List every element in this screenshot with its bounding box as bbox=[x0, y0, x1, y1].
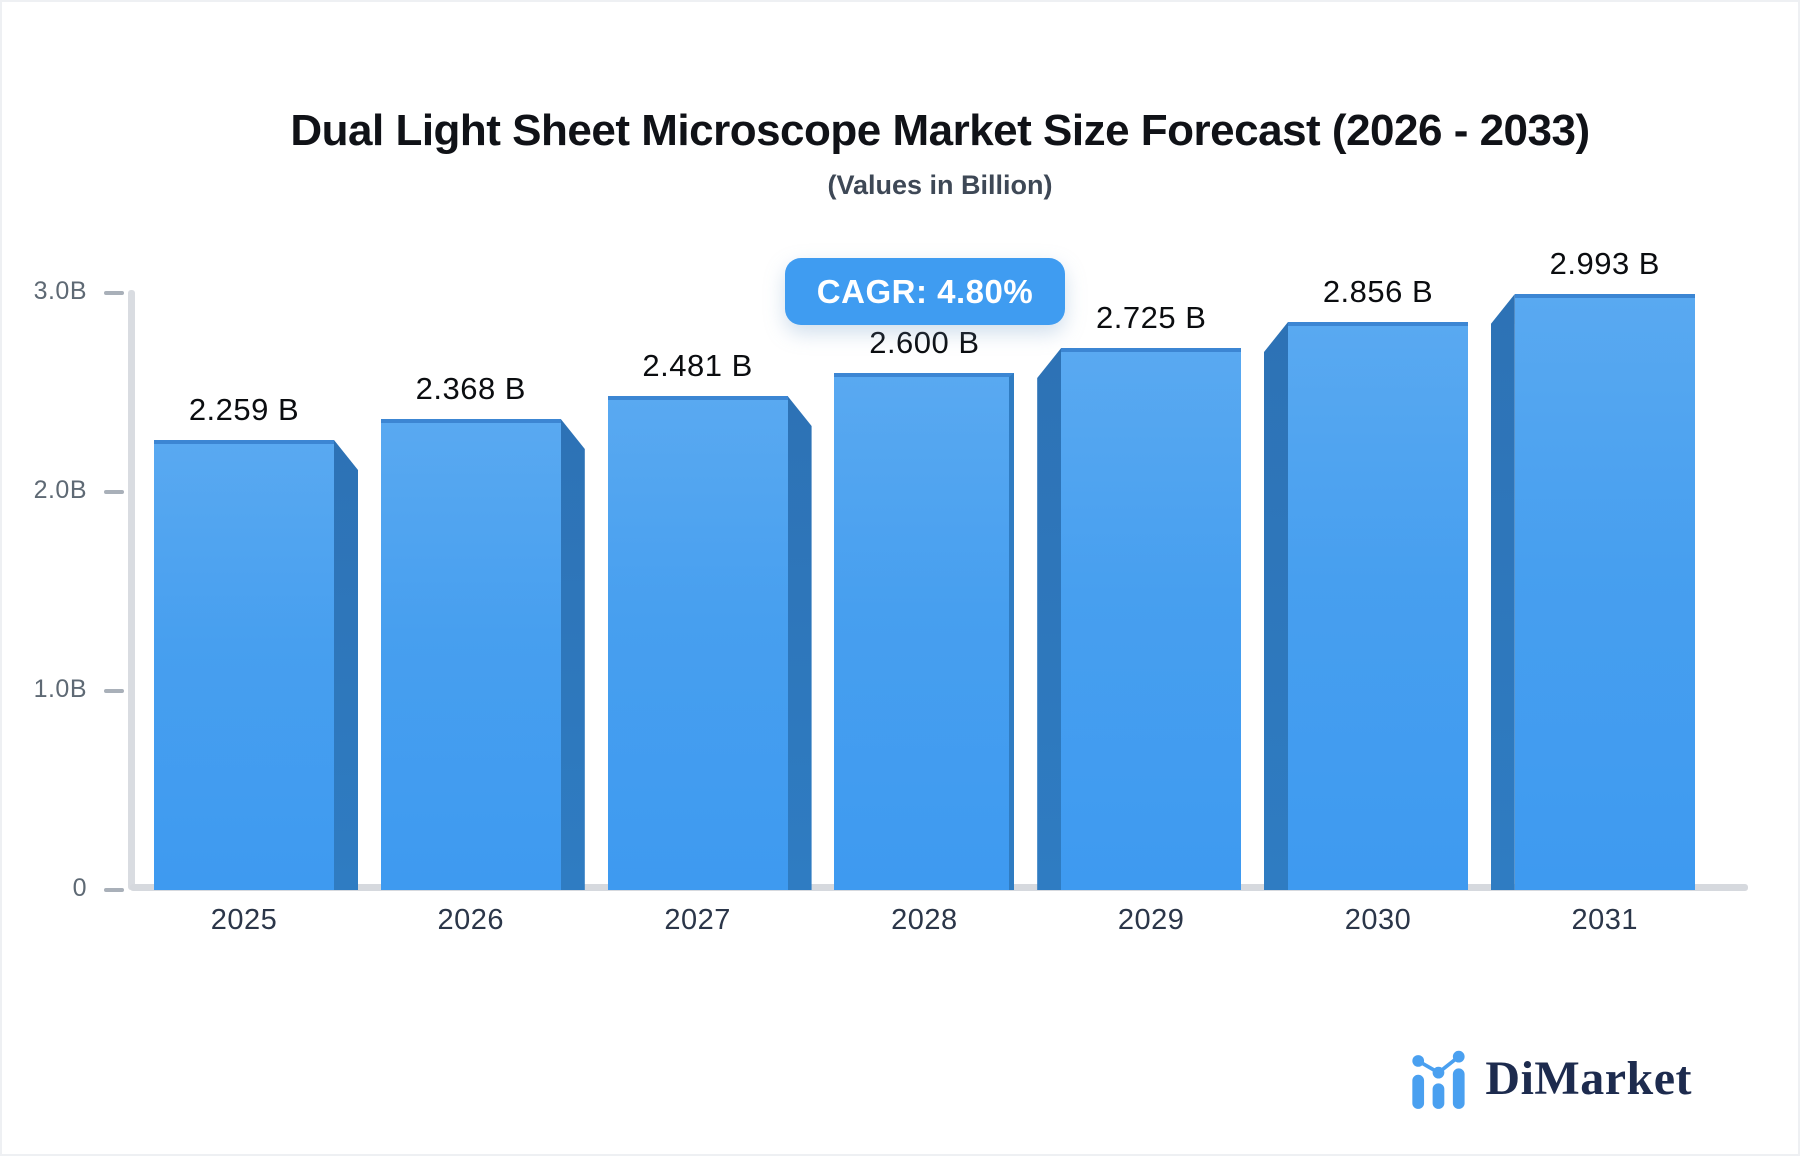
y-axis-line bbox=[128, 290, 135, 890]
bar-value-label-2025: 2.259 B bbox=[188, 392, 300, 427]
bar-3d-bevel bbox=[1490, 294, 1515, 890]
bar-3d-bevel bbox=[334, 440, 358, 890]
x-axis-label-2027: 2027 bbox=[664, 904, 731, 936]
x-axis-label-2025: 2025 bbox=[210, 904, 278, 936]
brand-logo-text: DiMarket bbox=[1485, 1051, 1692, 1105]
y-tick-label: 1.0B bbox=[33, 675, 87, 703]
bar-3d-bevel bbox=[560, 419, 585, 890]
y-tick-label: 2.0B bbox=[33, 476, 87, 504]
x-axis-label-2026: 2026 bbox=[437, 904, 505, 936]
bar-group-2028: 2.600 B bbox=[824, 2, 1024, 890]
bar-value-label-2031: 2.993 B bbox=[1549, 246, 1660, 281]
bar-2030 bbox=[1288, 322, 1468, 890]
chart-subtitle: (Values in Billion) bbox=[827, 170, 1053, 200]
bar-line-chart-icon bbox=[1407, 1046, 1471, 1110]
y-tick-mark bbox=[104, 291, 124, 295]
bar-2025 bbox=[154, 440, 334, 890]
bar-3d-bevel bbox=[787, 396, 812, 890]
x-axis-label-2029: 2029 bbox=[1117, 904, 1185, 936]
bar-2028 bbox=[834, 373, 1015, 890]
bar-value-label-2029: 2.725 B bbox=[1096, 300, 1207, 335]
y-tick-label: 3.0B bbox=[33, 277, 87, 305]
y-tick-mark bbox=[104, 888, 124, 892]
x-axis-label-2031: 2031 bbox=[1571, 904, 1639, 936]
bar-2031 bbox=[1514, 294, 1695, 890]
bar-3d-bevel bbox=[1264, 322, 1288, 890]
bar-value-label-2026: 2.368 B bbox=[415, 371, 526, 406]
bar-group-2026: 2.368 B bbox=[371, 2, 585, 890]
x-axis-label-2030: 2030 bbox=[1344, 904, 1412, 936]
page-title: Dual Light Sheet Microscope Market Size … bbox=[290, 106, 1590, 155]
bar-group-2030: 2.856 B bbox=[1264, 2, 1478, 890]
y-tick-mark bbox=[104, 689, 124, 693]
bar-value-label-2030: 2.856 B bbox=[1322, 274, 1434, 309]
bar-value-label-2027: 2.481 B bbox=[642, 348, 753, 383]
bar-group-2027: 2.481 B bbox=[598, 2, 812, 890]
cagr-badge: CAGR: 4.80% bbox=[785, 258, 1065, 325]
bar-3d-bevel bbox=[1037, 348, 1062, 890]
bar-value-label-2028: 2.600 B bbox=[869, 325, 980, 360]
bar-group-2031: 2.993 B bbox=[1490, 2, 1705, 890]
bar-2027 bbox=[607, 396, 788, 890]
bar-2029 bbox=[1061, 348, 1242, 890]
y-tick-label: 0 bbox=[72, 874, 87, 902]
x-axis-label-2028: 2028 bbox=[891, 904, 958, 936]
bar-group-2029: 2.725 B bbox=[1037, 2, 1251, 890]
cagr-badge-label: CAGR: 4.80% bbox=[816, 272, 1034, 310]
bar-2026 bbox=[380, 419, 561, 890]
y-tick-mark bbox=[104, 490, 124, 494]
brand-logo: DiMarket bbox=[1407, 1046, 1692, 1110]
bar-group-2025: 2.259 B bbox=[144, 2, 358, 890]
